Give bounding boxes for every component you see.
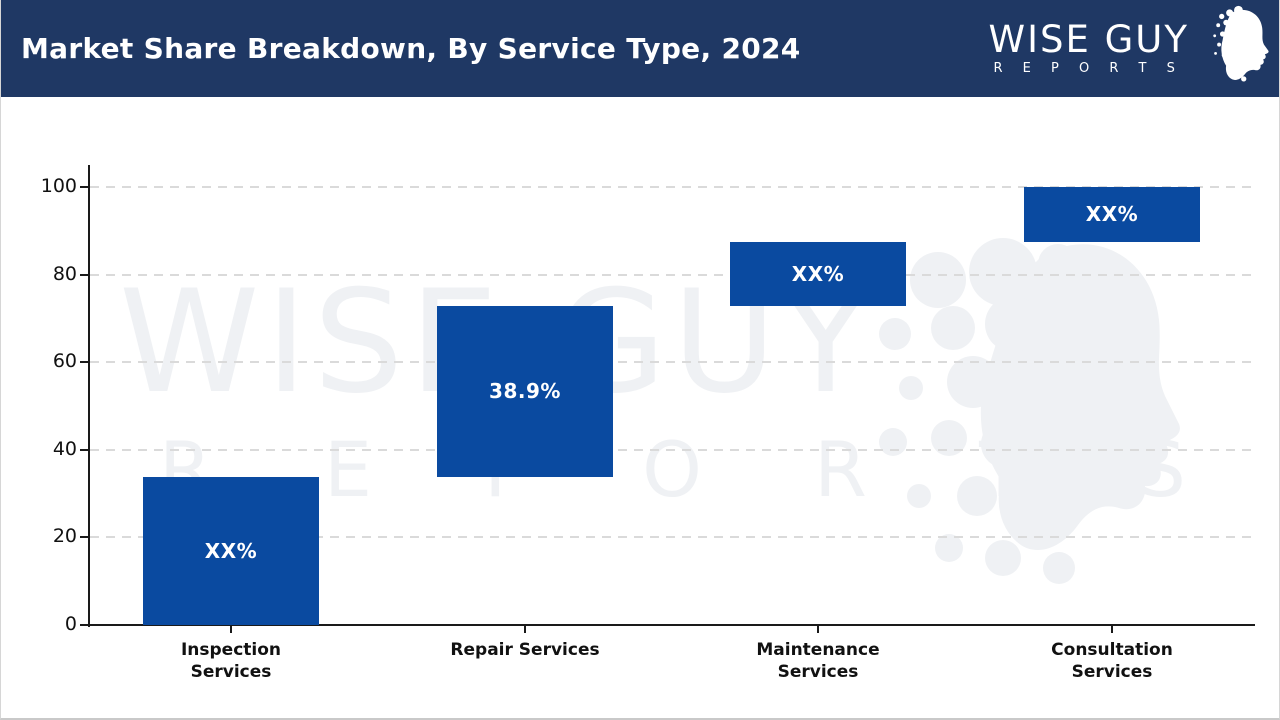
category-label: Maintenance Services [756,640,880,682]
y-tick-mark [80,186,88,188]
gridline [90,536,1254,539]
x-tick-mark [1111,626,1113,633]
category-label: Inspection Services [180,640,282,682]
logo-wordmark: WISE GUY [988,18,1189,61]
bar-segment [143,476,319,625]
gridline [90,448,1254,451]
page-title: Market Share Breakdown, By Service Type,… [21,32,801,65]
bar-value-label: 38.9% [489,379,561,404]
gridline [90,361,1254,364]
logo-head-icon [1213,5,1269,82]
bar-value-label: XX% [204,538,258,563]
y-tick-mark [80,273,88,276]
bar-segment [437,306,613,477]
y-tick-label: 80 [52,262,77,285]
header: Market Share Breakdown, By Service Type,… [1,0,1279,97]
x-tick-mark [817,626,819,633]
y-axis-spine [88,165,90,627]
bar-value-label: XX% [791,261,845,286]
y-tick-mark [80,536,88,539]
category-label: Consultation Services [1051,640,1173,682]
y-tick-label: 40 [52,437,77,460]
bar-segment [1024,187,1200,242]
wise-guy-logo: WISE GUY R E P O R T S [989,5,1271,93]
y-tick-label: 20 [52,525,77,548]
gridline [90,273,1254,276]
logo-text: WISE GUY R E P O R T S [989,21,1189,76]
bar-segment [730,241,906,307]
gridline [90,186,1254,188]
y-tick-label: 0 [64,613,77,635]
x-tick-mark [524,626,526,633]
category-label: Repair Services [450,640,600,660]
y-tick-label: 60 [52,350,77,373]
y-tick-mark [80,361,88,364]
x-tick-mark [230,626,232,633]
bar-value-label: XX% [1085,202,1139,227]
x-axis-spine [87,624,1255,626]
y-tick-label: 100 [40,175,77,197]
y-tick-mark [80,624,88,626]
y-tick-mark [80,448,88,451]
logo-subtitle: R E P O R T S [993,61,1183,76]
